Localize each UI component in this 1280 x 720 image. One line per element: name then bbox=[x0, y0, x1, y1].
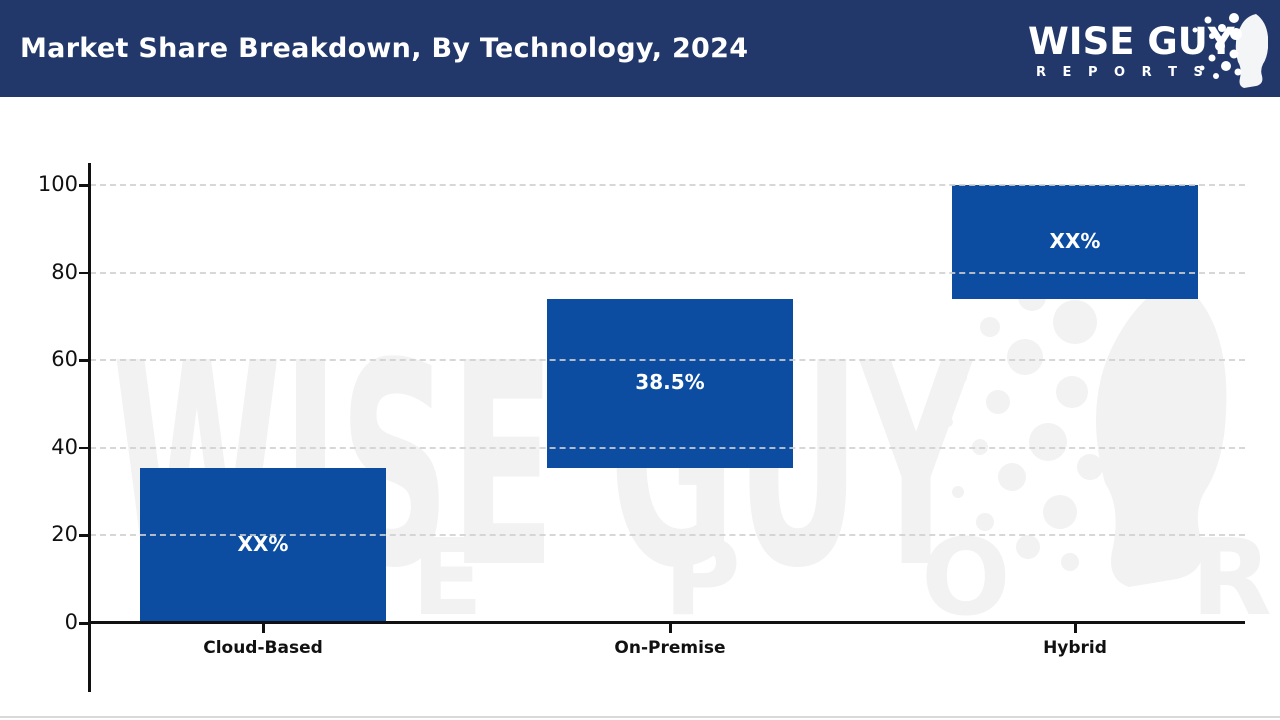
y-tick-label-0: 0 bbox=[64, 610, 78, 634]
wise-guy-logo-graphic: WISE GUY R E P O R T S bbox=[1028, 13, 1269, 88]
bar-value-label-on-premise: 38.5% bbox=[635, 370, 705, 395]
logo-face-icon bbox=[1192, 13, 1269, 88]
y-axis-tick bbox=[79, 184, 88, 187]
logo-wordmark: WISE GUY bbox=[1028, 20, 1236, 63]
y-tick-label-80: 80 bbox=[51, 259, 78, 284]
y-axis-tick bbox=[79, 534, 88, 537]
page-title: Market Share Breakdown, By Technology, 2… bbox=[20, 33, 749, 64]
gridline-40 bbox=[90, 446, 1245, 449]
wise-guy-logo: WISE GUY R E P O R T S bbox=[998, 6, 1269, 92]
gridline-20 bbox=[90, 534, 1245, 537]
y-tick-label-100: 100 bbox=[37, 172, 78, 196]
x-axis-spine bbox=[88, 621, 1245, 624]
gridline-100 bbox=[90, 184, 1245, 186]
x-axis-tick bbox=[1074, 624, 1077, 633]
bar-on-premise bbox=[547, 298, 793, 468]
x-tick-label-hybrid: Hybrid bbox=[1043, 638, 1107, 658]
y-tick-label-40: 40 bbox=[51, 434, 78, 459]
y-axis-tick bbox=[79, 446, 88, 450]
x-axis-tick bbox=[669, 624, 672, 633]
y-axis-tick bbox=[79, 622, 88, 625]
logo-subtext: R E P O R T S bbox=[1036, 65, 1209, 80]
x-axis-tick bbox=[262, 624, 265, 633]
bar-hybrid bbox=[952, 185, 1198, 299]
gridline-60 bbox=[90, 359, 1245, 362]
x-tick-label-cloud-based: Cloud-Based bbox=[203, 638, 323, 658]
gridline-80 bbox=[90, 271, 1245, 274]
y-axis-tick bbox=[79, 271, 88, 275]
bar-cloud-based bbox=[140, 467, 386, 623]
x-tick-label-on-premise: On-Premise bbox=[614, 638, 726, 658]
chart-area: WISE GUY R E P O R T S 020406080100XX%Cl… bbox=[0, 97, 1280, 714]
bar-value-label-hybrid: XX% bbox=[1049, 228, 1101, 253]
y-axis-spine bbox=[88, 163, 91, 692]
header-bar: Market Share Breakdown, By Technology, 2… bbox=[0, 0, 1280, 97]
watermark-face-icon bbox=[943, 244, 1227, 587]
y-tick-label-20: 20 bbox=[51, 522, 78, 547]
footer-divider bbox=[0, 716, 1280, 718]
y-axis-tick bbox=[79, 359, 88, 362]
bar-value-label-cloud-based: XX% bbox=[237, 532, 289, 557]
y-tick-label-60: 60 bbox=[51, 347, 78, 372]
